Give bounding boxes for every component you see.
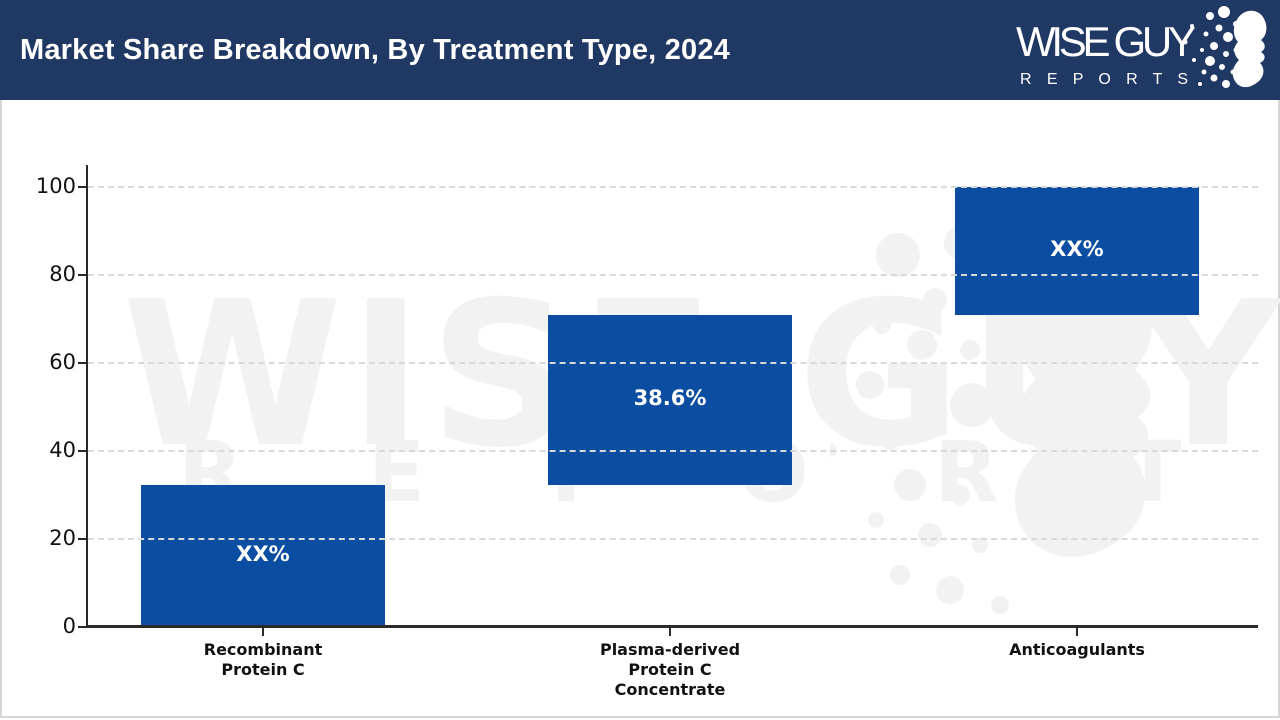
bar-value-label-2: 38.6% <box>633 386 707 411</box>
x-tick-mark-3 <box>1076 628 1078 636</box>
bar-2 <box>548 315 792 486</box>
y-tick-mark-100 <box>78 186 86 188</box>
watermark-face-icon <box>830 227 1153 614</box>
y-tick-label-0: 0 <box>62 614 76 638</box>
category-label-line: Recombinant <box>203 640 323 659</box>
gridline-y-80 <box>88 274 1258 276</box>
y-tick-label-40: 40 <box>49 438 76 462</box>
y-tick-label-20: 20 <box>49 526 76 550</box>
category-label-line: Plasma-derived <box>599 640 741 659</box>
y-axis-line <box>86 165 88 627</box>
y-tick-label-100: 100 <box>35 174 76 198</box>
category-label-3: Anticoagulants <box>917 640 1237 660</box>
page-title: Market Share Breakdown, By Treatment Typ… <box>20 33 730 66</box>
category-label-2: Plasma-derived Protein C Concentrate <box>510 640 830 700</box>
gridline-y-100 <box>88 186 1258 188</box>
x-tick-mark-2 <box>669 628 671 636</box>
gridline-y-20 <box>88 538 1258 540</box>
category-label-1: Recombinant Protein C <box>103 640 423 680</box>
y-tick-mark-80 <box>78 274 86 276</box>
y-tick-mark-20 <box>78 538 86 540</box>
y-tick-label-80: 80 <box>49 262 76 286</box>
category-label-line: Anticoagulants <box>1009 640 1145 659</box>
gridline-y-40 <box>88 450 1258 452</box>
wise-guy-logo: WISE GUY R E P O R T S <box>1016 6 1267 88</box>
gridline-y-60 <box>88 362 1258 364</box>
logo-subtitle: R E P O R T S <box>1020 71 1188 88</box>
x-tick-mark-1 <box>262 628 264 636</box>
y-tick-mark-40 <box>78 450 86 452</box>
bar-1 <box>141 485 385 627</box>
category-label-line: Protein C <box>221 660 305 679</box>
bar-value-label-1: XX% <box>236 542 290 567</box>
logo-wordmark: WISE GUY <box>1016 18 1196 65</box>
logo-face-icon <box>1182 6 1267 88</box>
y-tick-mark-60 <box>78 362 86 364</box>
y-tick-label-60: 60 <box>49 350 76 374</box>
bar-value-label-3: XX% <box>1050 237 1104 262</box>
category-label-line: Protein C <box>628 660 712 679</box>
header-bar: Market Share Breakdown, By Treatment Typ… <box>0 0 1280 100</box>
bar-3 <box>955 187 1199 316</box>
category-label-line: Concentrate <box>614 680 726 699</box>
x-axis-line <box>86 625 1258 628</box>
y-tick-mark-0 <box>78 626 86 628</box>
